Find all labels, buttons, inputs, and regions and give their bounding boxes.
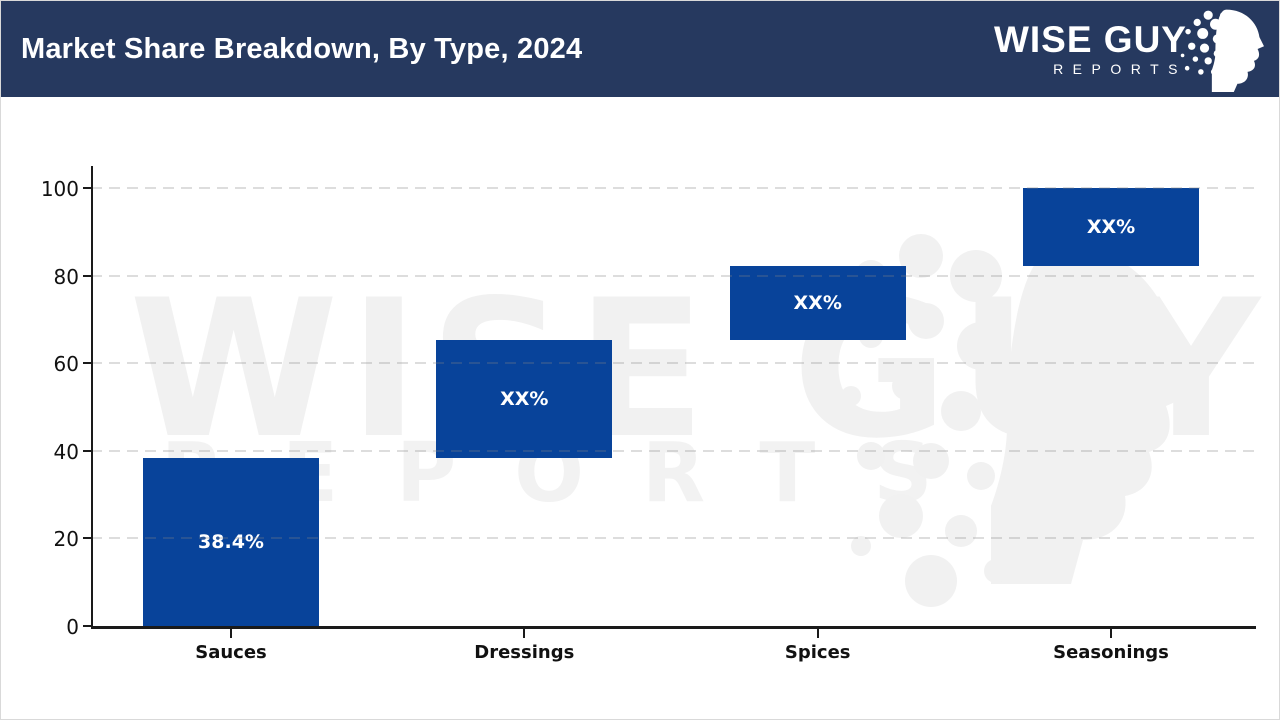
x-axis-line — [91, 626, 1256, 629]
x-tick-label-seasonings: Seasonings — [1053, 642, 1169, 663]
y-tick-mark — [83, 362, 91, 365]
y-tick-label-60: 60 — [53, 352, 79, 377]
x-tick-mark — [1110, 629, 1112, 638]
x-tick-mark — [230, 629, 232, 638]
wiseguy-face-logo-icon — [1180, 9, 1264, 92]
gridline-y80 — [91, 274, 1254, 277]
wiseguy-logo: WISE GUY REPORTS — [994, 6, 1267, 92]
bar-value-label: XX% — [1086, 215, 1136, 238]
y-tick-label-100: 100 — [40, 177, 79, 201]
bar-value-label: 38.4% — [198, 530, 264, 553]
y-tick-mark — [83, 187, 91, 189]
x-tick-label-sauces: Sauces — [195, 642, 267, 663]
bar-dressings: XX% — [436, 339, 613, 458]
bar-spices: XX% — [729, 265, 906, 340]
y-tick-label-0: 0 — [66, 615, 79, 639]
gridline-y100 — [91, 187, 1254, 189]
x-tick-mark — [523, 629, 526, 638]
bar-sauces: 38.4% — [143, 457, 319, 626]
y-tick-label-20: 20 — [53, 527, 79, 552]
logo-subtitle: REPORTS — [1053, 61, 1187, 77]
gridline-y40 — [91, 449, 1254, 452]
bar-value-label: XX% — [500, 387, 549, 410]
y-axis-line — [91, 166, 93, 628]
y-tick-mark — [83, 537, 91, 540]
page-title: Market Share Breakdown, By Type, 2024 — [21, 32, 583, 65]
plot-area: 38.4% XX% XX% XX% 0 20 40 60 80 100 Sauces Dressing… — [1, 97, 1279, 719]
x-tick-label-spices: Spices — [784, 642, 851, 663]
gridline-y60 — [91, 362, 1254, 365]
header-bar: Market Share Breakdown, By Type, 2024 WI… — [1, 1, 1279, 97]
y-tick-mark — [83, 625, 91, 627]
logo-wordmark: WISE GUY — [993, 19, 1187, 60]
gridline-y20 — [91, 537, 1254, 540]
x-tick-mark — [816, 629, 819, 638]
y-tick-mark — [83, 274, 91, 277]
logo-text: WISE GUY REPORTS — [994, 21, 1187, 77]
bar-value-label: XX% — [793, 291, 842, 314]
y-tick-mark — [83, 449, 91, 452]
y-tick-label-80: 80 — [53, 264, 79, 289]
y-tick-label-40: 40 — [53, 439, 79, 464]
x-tick-label-dressings: Dressings — [474, 642, 575, 663]
bar-seasonings: XX% — [1023, 188, 1199, 266]
